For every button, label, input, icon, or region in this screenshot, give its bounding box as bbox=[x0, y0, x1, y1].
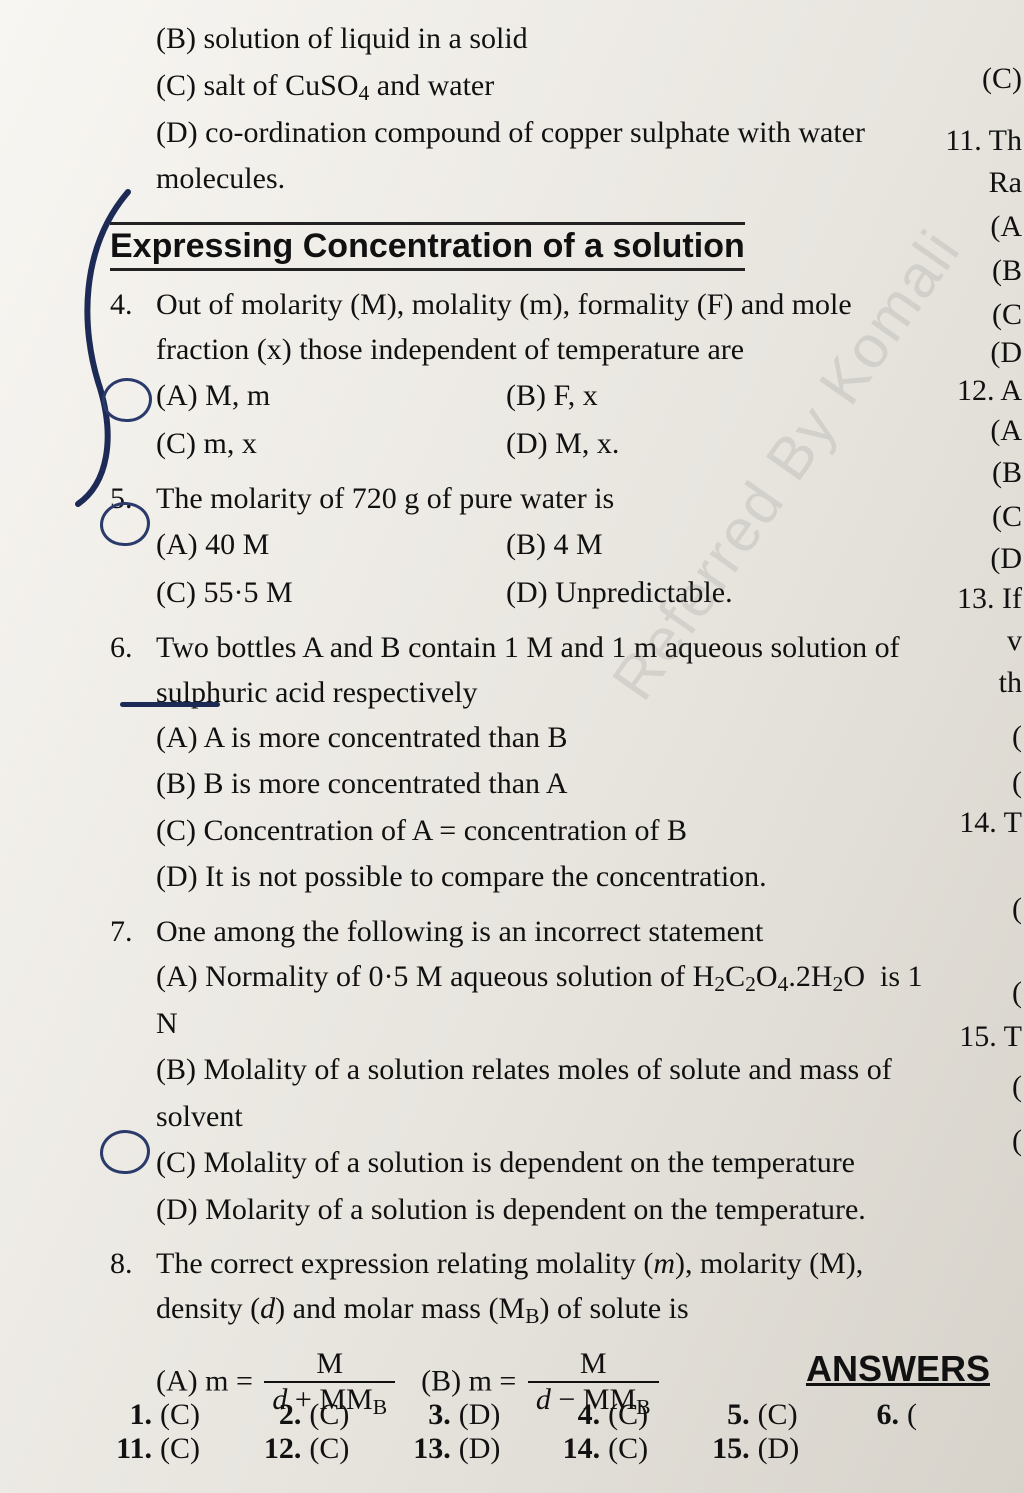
rc-text: 14. T bbox=[959, 800, 1022, 847]
answer-cell: 14.(C) bbox=[548, 1432, 697, 1466]
answer-cell: 1.(C) bbox=[100, 1398, 249, 1432]
q8b-prefix: (B) m = bbox=[421, 1364, 516, 1397]
ans-val: (C) bbox=[309, 1432, 349, 1466]
q4-option-a: (A) M, m bbox=[156, 372, 506, 420]
q8-stem: The correct expression relating molality… bbox=[156, 1241, 946, 1332]
q8-number: 8. bbox=[110, 1241, 156, 1286]
answers-row: 1.(C) 2.(C) 3.(D) 4.(C) 5.(C) 6.( bbox=[100, 1398, 1000, 1432]
question-4: 4. Out of molarity (M), molality (m), fo… bbox=[110, 282, 1006, 468]
q5-option-b: (B) 4 M bbox=[506, 521, 856, 569]
answers-table: 1.(C) 2.(C) 3.(D) 4.(C) 5.(C) 6.( 11.(C)… bbox=[100, 1398, 1000, 1466]
q6-option-a: (A) A is more concentrated than B bbox=[156, 715, 1006, 762]
q3-option-b: (B) solution of liquid in a solid bbox=[156, 16, 1006, 63]
q5-option-d: (D) Unpredictable. bbox=[506, 569, 856, 617]
ans-val: (D) bbox=[459, 1432, 501, 1466]
q5-stem: The molarity of 720 g of pure water is bbox=[156, 476, 1006, 521]
ans-num: 4. bbox=[548, 1398, 608, 1432]
question-6: 6. Two bottles A and B contain 1 M and 1… bbox=[110, 625, 1006, 901]
rc-text: (A bbox=[990, 408, 1022, 455]
q5-option-c: (C) 55·5 M bbox=[156, 569, 506, 617]
answer-cell: 6.( bbox=[847, 1398, 996, 1432]
q7-option-b: (B) Molality of a solution relates moles… bbox=[156, 1047, 946, 1140]
rc-text: 13. If bbox=[957, 576, 1022, 623]
q7-option-c: (C) Molality of a solution is dependent … bbox=[156, 1140, 1006, 1187]
ans-val: (C) bbox=[160, 1398, 200, 1432]
ans-num: 1. bbox=[100, 1398, 160, 1432]
answer-cell: 13.(D) bbox=[399, 1432, 548, 1466]
ans-num: 5. bbox=[698, 1398, 758, 1432]
ans-num: 2. bbox=[249, 1398, 309, 1432]
rc-text: 15. T bbox=[959, 1014, 1022, 1061]
answer-cell: 3.(D) bbox=[399, 1398, 548, 1432]
frac-num: M bbox=[264, 1347, 395, 1382]
question-8: 8. The correct expression relating molal… bbox=[110, 1241, 1006, 1419]
ans-val: (C) bbox=[608, 1432, 648, 1466]
answer-cell: 12.(C) bbox=[249, 1432, 398, 1466]
rc-text: (A bbox=[990, 204, 1022, 251]
q4-stem: Out of molarity (M), molality (m), forma… bbox=[156, 282, 926, 372]
q4-option-d: (D) M, x. bbox=[506, 420, 856, 468]
answer-cell: 2.(C) bbox=[249, 1398, 398, 1432]
pen-underline-icon bbox=[120, 702, 220, 707]
q6-option-c: (C) Concentration of A = concentration o… bbox=[156, 808, 1006, 855]
ans-val: ( bbox=[907, 1398, 917, 1432]
q4-number: 4. bbox=[110, 282, 156, 327]
q3-option-d: (D) co-ordination compound of copper sul… bbox=[156, 110, 936, 203]
rc-text: ( bbox=[1012, 1118, 1022, 1165]
section-heading-wrap: Expressing Concentration of a solution bbox=[110, 225, 1006, 268]
rc-text: ( bbox=[1012, 1064, 1022, 1111]
rc-text: 11. Th bbox=[945, 118, 1022, 165]
ans-val: (C) bbox=[758, 1398, 798, 1432]
q5-option-a: (A) 40 M bbox=[156, 521, 506, 569]
q3-option-c: (C) salt of CuSO4 and water bbox=[156, 63, 1006, 110]
ans-num: 6. bbox=[847, 1398, 907, 1432]
q6-number: 6. bbox=[110, 625, 156, 670]
ans-num: 12. bbox=[249, 1432, 309, 1466]
ans-val: (D) bbox=[459, 1398, 501, 1432]
ans-num: 3. bbox=[399, 1398, 459, 1432]
q5-number: 5. bbox=[110, 476, 156, 521]
q7-option-a: (A) Normality of 0·5 M aqueous solution … bbox=[156, 954, 946, 1048]
ans-val: (C) bbox=[608, 1398, 648, 1432]
adjacent-page-sliver: (C) 11. Th Ra (A (B (C (D 12. A (A (B (C… bbox=[966, 0, 1024, 1493]
rc-text: ( bbox=[1012, 714, 1022, 761]
q4-option-c: (C) m, x bbox=[156, 420, 506, 468]
rc-text: (C) bbox=[982, 56, 1022, 103]
rc-text: ( bbox=[1012, 886, 1022, 933]
rc-text: v bbox=[1007, 618, 1022, 665]
q7-number: 7. bbox=[110, 909, 156, 954]
ans-num: 14. bbox=[548, 1432, 608, 1466]
answer-cell: 15.(D) bbox=[698, 1432, 847, 1466]
ans-num: 13. bbox=[399, 1432, 459, 1466]
answer-cell bbox=[847, 1432, 996, 1466]
frac-num: M bbox=[528, 1347, 659, 1382]
q6-option-d: (D) It is not possible to compare the co… bbox=[156, 854, 1006, 901]
scanned-page: Referred By Komali (B) solution of liqui… bbox=[0, 0, 1024, 1493]
answers-heading: ANSWERS bbox=[806, 1348, 990, 1390]
q8a-prefix: (A) m = bbox=[156, 1364, 253, 1397]
section-heading: Expressing Concentration of a solution bbox=[110, 225, 745, 268]
ans-val: (C) bbox=[160, 1432, 200, 1466]
ans-num: 11. bbox=[100, 1432, 160, 1466]
answer-cell: 11.(C) bbox=[100, 1432, 249, 1466]
q4-option-b: (B) F, x bbox=[506, 372, 856, 420]
answers-row: 11.(C) 12.(C) 13.(D) 14.(C) 15.(D) bbox=[100, 1432, 1000, 1466]
rc-text: (B bbox=[992, 248, 1022, 295]
rc-text: (B bbox=[992, 450, 1022, 497]
answer-cell: 4.(C) bbox=[548, 1398, 697, 1432]
rc-text: th bbox=[999, 660, 1022, 707]
q7-option-d: (D) Molarity of a solution is dependent … bbox=[156, 1187, 1006, 1234]
rc-text: (C bbox=[992, 494, 1022, 541]
ans-val: (D) bbox=[758, 1432, 800, 1466]
ans-val: (C) bbox=[309, 1398, 349, 1432]
answer-cell: 5.(C) bbox=[698, 1398, 847, 1432]
question-7: 7. One among the following is an incorre… bbox=[110, 909, 1006, 1234]
q6-option-b: (B) B is more concentrated than A bbox=[156, 761, 1006, 808]
rc-text: Ra bbox=[989, 160, 1022, 207]
q7-stem: One among the following is an incorrect … bbox=[156, 909, 1006, 954]
ans-num: 15. bbox=[698, 1432, 758, 1466]
q6-stem: Two bottles A and B contain 1 M and 1 m … bbox=[156, 625, 926, 715]
question-5: 5. The molarity of 720 g of pure water i… bbox=[110, 476, 1006, 617]
rc-text: ( bbox=[1012, 970, 1022, 1017]
